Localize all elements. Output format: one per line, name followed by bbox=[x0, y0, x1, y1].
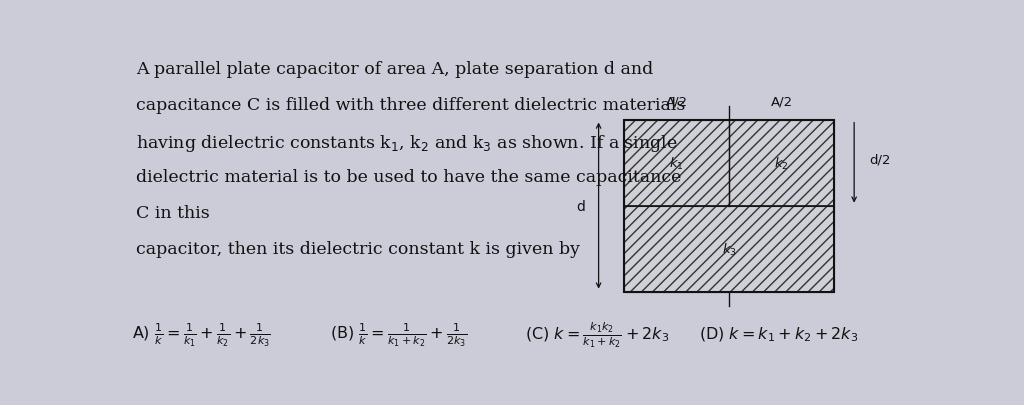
Text: d: d bbox=[577, 199, 586, 213]
Bar bbox=[729, 120, 835, 206]
Bar bbox=[624, 206, 835, 292]
Text: A/2: A/2 bbox=[666, 95, 688, 108]
Text: A) $\frac{1}{k}=\frac{1}{k_1}+\frac{1}{k_2}+\frac{1}{2k_3}$: A) $\frac{1}{k}=\frac{1}{k_1}+\frac{1}{k… bbox=[132, 320, 270, 348]
Text: having dielectric constants k$_1$, k$_2$ and k$_3$ as shown. If a single: having dielectric constants k$_1$, k$_2$… bbox=[136, 133, 678, 154]
Bar bbox=[624, 120, 729, 206]
Text: (C) $k=\frac{k_1k_2}{k_1+k_2}+2k_3$: (C) $k=\frac{k_1k_2}{k_1+k_2}+2k_3$ bbox=[524, 319, 669, 349]
Text: A parallel plate capacitor of area A, plate separation d and: A parallel plate capacitor of area A, pl… bbox=[136, 61, 653, 78]
Text: C in this: C in this bbox=[136, 205, 210, 222]
Text: (D) $k=k_1+k_2+2k_3$: (D) $k=k_1+k_2+2k_3$ bbox=[699, 325, 859, 343]
Text: A/2: A/2 bbox=[771, 95, 793, 108]
Bar bbox=[624, 120, 835, 292]
Text: capacitor, then its dielectric constant k is given by: capacitor, then its dielectric constant … bbox=[136, 241, 580, 257]
Text: (B) $\frac{1}{k}=\frac{1}{k_1+k_2}+\frac{1}{2k_3}$: (B) $\frac{1}{k}=\frac{1}{k_1+k_2}+\frac… bbox=[331, 320, 468, 348]
Text: d/2: d/2 bbox=[868, 153, 890, 166]
Text: dielectric material is to be used to have the same capacitance: dielectric material is to be used to hav… bbox=[136, 168, 681, 185]
Text: $k_1$: $k_1$ bbox=[670, 155, 684, 171]
Text: $k_3$: $k_3$ bbox=[722, 241, 736, 257]
Text: capacitance C is filled with three different dielectric materials: capacitance C is filled with three diffe… bbox=[136, 97, 685, 114]
Text: $k_2$: $k_2$ bbox=[774, 155, 790, 171]
